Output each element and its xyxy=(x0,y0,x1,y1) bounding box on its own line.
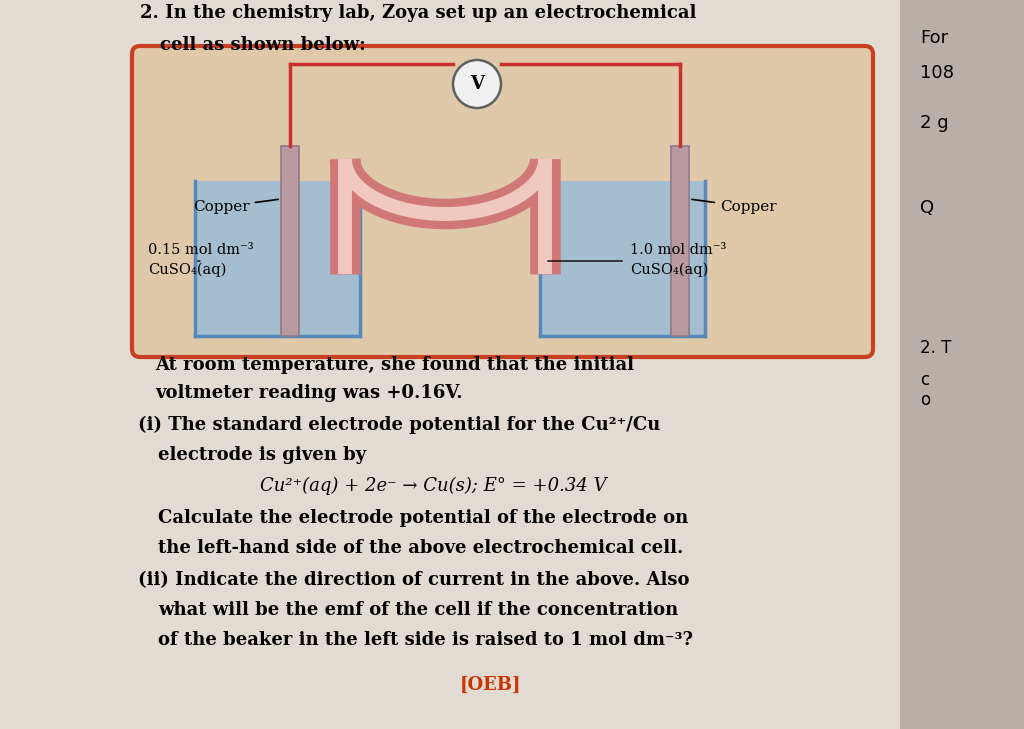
Text: 2 g: 2 g xyxy=(920,114,948,132)
Text: [OEB]: [OEB] xyxy=(460,676,521,694)
Text: what will be the emf of the cell if the concentration: what will be the emf of the cell if the … xyxy=(158,601,678,619)
Text: Copper: Copper xyxy=(193,199,279,214)
Text: Copper: Copper xyxy=(692,199,776,214)
Text: electrode is given by: electrode is given by xyxy=(158,446,367,464)
Text: 108: 108 xyxy=(920,64,954,82)
FancyBboxPatch shape xyxy=(132,46,873,357)
Text: the left-hand side of the above electrochemical cell.: the left-hand side of the above electroc… xyxy=(158,539,683,557)
Text: 0.15 mol dm⁻³: 0.15 mol dm⁻³ xyxy=(148,243,254,257)
Text: At room temperature, she found that the initial: At room temperature, she found that the … xyxy=(155,356,634,374)
Text: (ii) Indicate the direction of current in the above. Also: (ii) Indicate the direction of current i… xyxy=(138,571,689,589)
Text: CuSO₄(aq): CuSO₄(aq) xyxy=(148,262,226,277)
Text: cell as shown below:: cell as shown below: xyxy=(160,36,366,54)
Text: V: V xyxy=(470,75,484,93)
Bar xyxy=(540,181,705,336)
Text: o: o xyxy=(920,391,930,409)
Bar xyxy=(281,146,299,336)
Text: Calculate the electrode potential of the electrode on: Calculate the electrode potential of the… xyxy=(158,509,688,527)
Text: voltmeter reading was +0.16V.: voltmeter reading was +0.16V. xyxy=(155,384,463,402)
Text: 2. In the chemistry lab, Zoya set up an electrochemical: 2. In the chemistry lab, Zoya set up an … xyxy=(140,4,696,22)
Text: 2. T: 2. T xyxy=(920,339,951,357)
Text: of the beaker in the left side is raised to 1 mol dm⁻³?: of the beaker in the left side is raised… xyxy=(158,631,693,649)
Circle shape xyxy=(453,60,501,108)
Bar xyxy=(900,0,1024,729)
Text: c: c xyxy=(920,371,929,389)
Text: 1.0 mol dm⁻³: 1.0 mol dm⁻³ xyxy=(630,243,726,257)
Text: CuSO₄(aq): CuSO₄(aq) xyxy=(630,262,709,277)
Bar xyxy=(195,181,360,336)
Text: Q: Q xyxy=(920,199,934,217)
Text: (i) The standard electrode potential for the Cu²⁺/Cu: (i) The standard electrode potential for… xyxy=(138,416,660,434)
Bar xyxy=(671,146,689,336)
Text: For: For xyxy=(920,29,948,47)
Text: Cu²⁺(aq) + 2e⁻ → Cu(s); E° = +0.34 V: Cu²⁺(aq) + 2e⁻ → Cu(s); E° = +0.34 V xyxy=(260,477,606,495)
